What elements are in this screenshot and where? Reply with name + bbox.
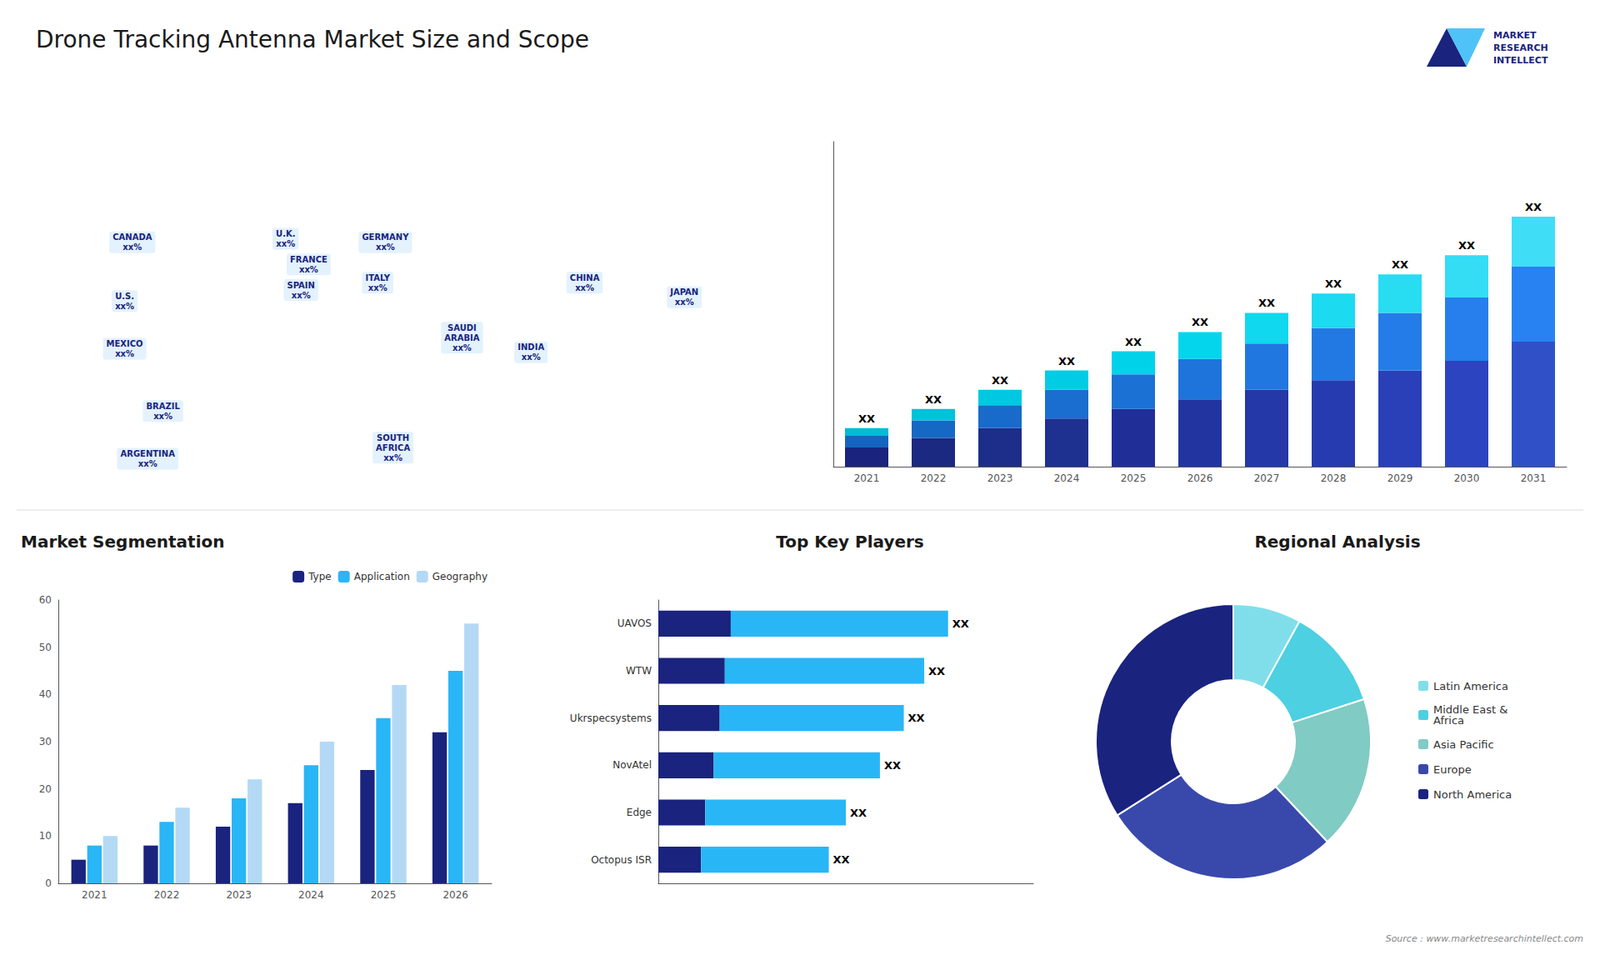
svg-text:XX: XX [850,806,867,820]
svg-text:xx%: xx% [368,283,388,293]
svg-text:20: 20 [39,783,52,795]
svg-text:2029: 2029 [1387,472,1414,485]
svg-text:2026: 2026 [1187,472,1214,485]
svg-text:2030: 2030 [1454,472,1480,485]
svg-text:U.S.: U.S. [115,291,135,301]
svg-text:XX: XX [833,853,850,866]
svg-text:MARKET: MARKET [1493,30,1537,41]
svg-text:xx%: xx% [675,297,695,307]
svg-text:Octopus ISR: Octopus ISR [590,854,652,866]
svg-text:ITALY: ITALY [365,273,390,283]
svg-text:10: 10 [39,830,52,842]
svg-text:NovAtel: NovAtel [612,759,652,771]
svg-text:xx%: xx% [575,283,595,293]
svg-text:XX: XX [1258,296,1275,310]
svg-text:2022: 2022 [154,889,180,901]
svg-text:AFRICA: AFRICA [375,443,410,453]
svg-text:INDIA: INDIA [517,342,545,352]
svg-text:INTELLECT: INTELLECT [1493,55,1549,66]
svg-text:JAPAN: JAPAN [669,287,699,297]
svg-text:XX: XX [884,759,901,772]
svg-text:Application: Application [354,570,410,583]
svg-text:xx%: xx% [383,453,403,463]
svg-text:Latin America: Latin America [1433,680,1509,693]
svg-text:U.K.: U.K. [275,229,295,239]
svg-text:XX: XX [1458,239,1475,252]
svg-text:SAUDI: SAUDI [447,323,477,333]
svg-text:2021: 2021 [81,889,108,901]
svg-text:2023: 2023 [987,472,1014,485]
svg-text:UAVOS: UAVOS [617,617,652,630]
svg-text:60: 60 [39,594,52,606]
svg-text:2028: 2028 [1320,472,1347,485]
svg-text:Asia Pacific: Asia Pacific [1433,738,1495,751]
svg-text:XX: XX [952,617,970,630]
svg-text:XX: XX [858,412,875,425]
svg-text:Middle East &: Middle East & [1433,703,1508,716]
svg-text:xx%: xx% [291,290,311,300]
svg-text:Regional Analysis: Regional Analysis [1254,531,1420,552]
svg-text:2031: 2031 [1520,472,1547,485]
svg-text:2022: 2022 [920,472,947,485]
svg-text:xx%: xx% [521,352,541,362]
svg-text:WTW: WTW [625,665,652,677]
svg-text:Africa: Africa [1433,714,1465,727]
svg-text:MEXICO: MEXICO [106,339,144,349]
svg-text:Drone Tracking Antenna Market: Drone Tracking Antenna Market Size and S… [35,25,590,54]
svg-text:2027: 2027 [1254,472,1280,485]
svg-text:SOUTH: SOUTH [376,433,410,443]
svg-text:xx%: xx% [375,242,395,252]
svg-text:RESEARCH: RESEARCH [1493,42,1549,54]
svg-text:Edge: Edge [626,806,652,819]
svg-text:xx%: xx% [122,242,142,252]
svg-text:GERMANY: GERMANY [361,232,410,242]
svg-text:xx%: xx% [115,349,135,359]
svg-text:XX: XX [991,374,1009,387]
svg-text:Top Key Players: Top Key Players [775,531,924,552]
svg-text:CHINA: CHINA [570,273,600,283]
svg-text:Ukrspecsystems: Ukrspecsystems [570,712,652,725]
svg-text:XX: XX [1525,200,1542,214]
svg-text:30: 30 [39,735,52,748]
svg-text:XX: XX [1058,355,1075,368]
svg-text:Europe: Europe [1433,763,1472,776]
svg-text:Geography: Geography [432,570,488,583]
svg-text:xx%: xx% [299,265,319,275]
svg-text:xx%: xx% [275,239,295,249]
svg-text:2026: 2026 [442,889,469,901]
svg-text:xx%: xx% [452,343,472,353]
svg-text:0: 0 [45,877,52,890]
svg-text:xx%: xx% [138,459,158,469]
svg-text:2025: 2025 [370,889,397,901]
svg-text:2023: 2023 [225,889,252,901]
svg-text:XX: XX [928,665,945,678]
svg-text:XX: XX [1391,258,1409,271]
svg-text:CANADA: CANADA [112,232,152,242]
svg-text:2024: 2024 [1054,472,1080,485]
svg-text:XX: XX [1125,335,1142,349]
svg-text:2021: 2021 [854,472,880,485]
svg-text:Type: Type [307,570,332,583]
svg-text:Market Segmentation: Market Segmentation [20,531,225,552]
svg-text:North America: North America [1433,788,1512,801]
svg-text:SPAIN: SPAIN [286,280,315,290]
svg-text:XX: XX [908,711,925,725]
svg-text:xx%: xx% [153,411,173,421]
svg-text:Source : www.marketresearchint: Source : www.marketresearchintellect.com [1385,933,1584,945]
svg-text:2025: 2025 [1120,472,1147,485]
svg-text:40: 40 [39,688,52,700]
svg-text:50: 50 [39,641,52,654]
svg-text:XX: XX [925,393,942,406]
svg-text:XX: XX [1191,315,1209,329]
svg-text:ARGENTINA: ARGENTINA [120,449,175,459]
svg-text:FRANCE: FRANCE [290,255,328,265]
svg-text:XX: XX [1325,277,1342,290]
svg-text:BRAZIL: BRAZIL [145,401,180,411]
svg-text:2024: 2024 [298,889,325,901]
svg-text:ARABIA: ARABIA [444,333,480,343]
svg-text:xx%: xx% [115,301,135,311]
